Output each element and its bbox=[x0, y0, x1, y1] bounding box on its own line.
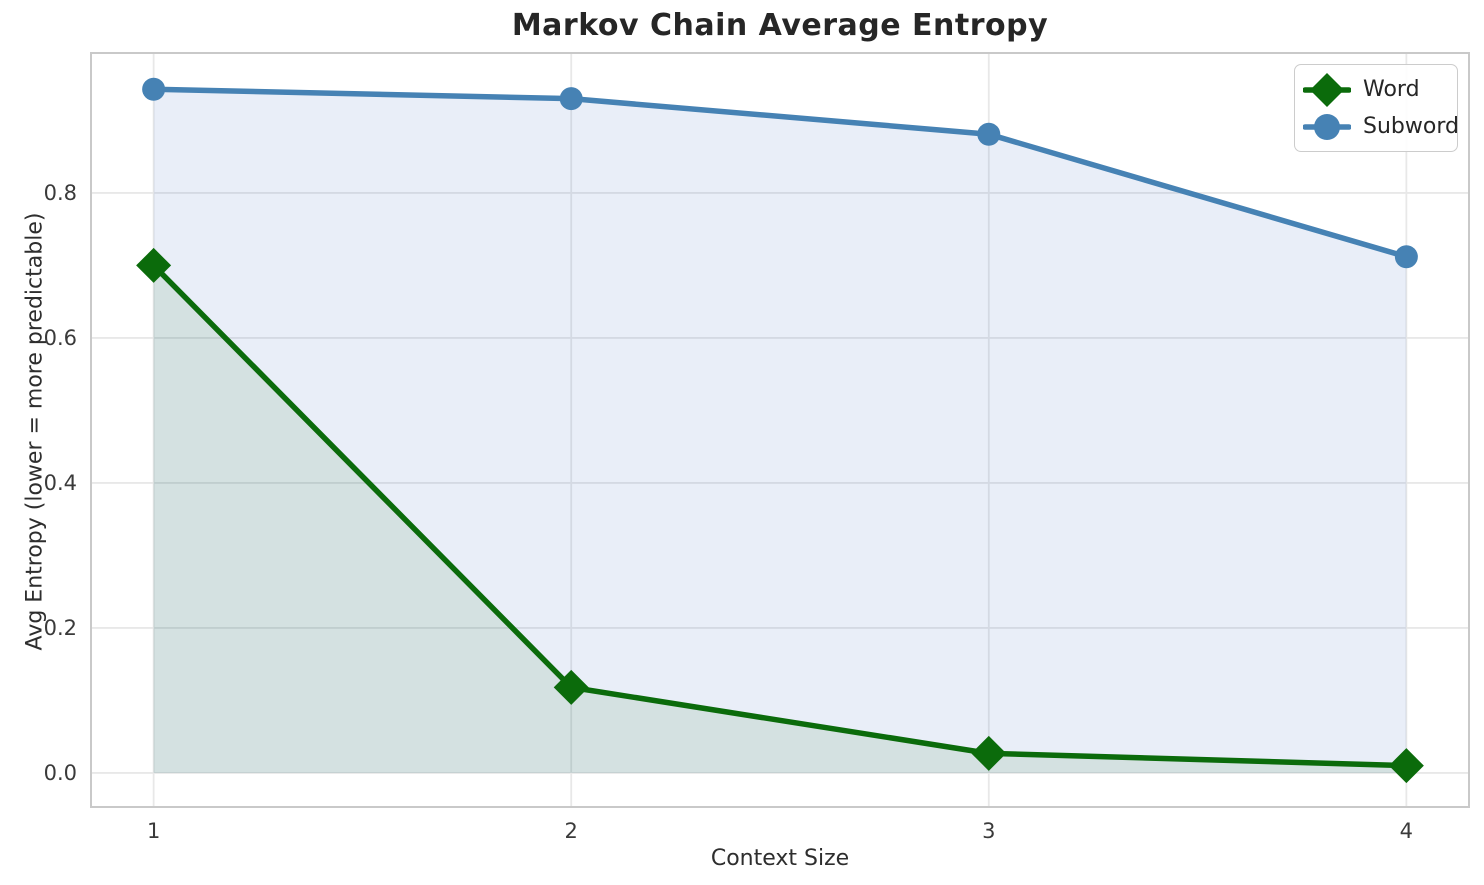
chart-title: Markov Chain Average Entropy bbox=[511, 8, 1049, 43]
y-tick-label: 0.0 bbox=[44, 761, 77, 785]
subword-marker bbox=[142, 77, 166, 101]
legend: Word Subword bbox=[1294, 64, 1459, 152]
legend-item-subword: Subword bbox=[1303, 108, 1459, 145]
subword-series-line bbox=[150, 86, 1410, 260]
plot-frame bbox=[90, 52, 1470, 808]
subword-marker bbox=[1394, 245, 1418, 269]
diamond-legend-marker-icon bbox=[1303, 72, 1351, 107]
x-tick-label: 2 bbox=[565, 819, 578, 843]
word-area-fill bbox=[153, 265, 1407, 773]
word-marker bbox=[136, 247, 172, 283]
y-axis-label: Avg Entropy (lower = more predictable) bbox=[22, 212, 48, 651]
x-tick-label: 1 bbox=[147, 819, 160, 843]
legend-label: Word bbox=[1363, 77, 1420, 102]
plot-area bbox=[91, 53, 1469, 807]
circle-legend-marker-icon bbox=[1303, 113, 1351, 140]
y-tick-label: 0.4 bbox=[44, 471, 77, 495]
subword-marker bbox=[977, 122, 1001, 146]
y-tick-label: 0.6 bbox=[44, 326, 77, 350]
x-tick-label: 3 bbox=[982, 819, 995, 843]
y-tick-label: 0.8 bbox=[44, 181, 77, 205]
subword-marker bbox=[559, 87, 583, 111]
x-tick-label: 4 bbox=[1400, 819, 1413, 843]
legend-label: Subword bbox=[1363, 114, 1459, 139]
y-tick-label: 0.2 bbox=[44, 616, 77, 640]
word-series-line bbox=[150, 262, 1410, 769]
word-marker bbox=[1388, 748, 1424, 784]
word-marker bbox=[553, 669, 589, 705]
word-marker bbox=[971, 735, 1007, 771]
x-axis-label: Context Size bbox=[710, 846, 850, 871]
legend-item-word: Word bbox=[1303, 71, 1447, 108]
subword-area-fill bbox=[153, 89, 1407, 773]
